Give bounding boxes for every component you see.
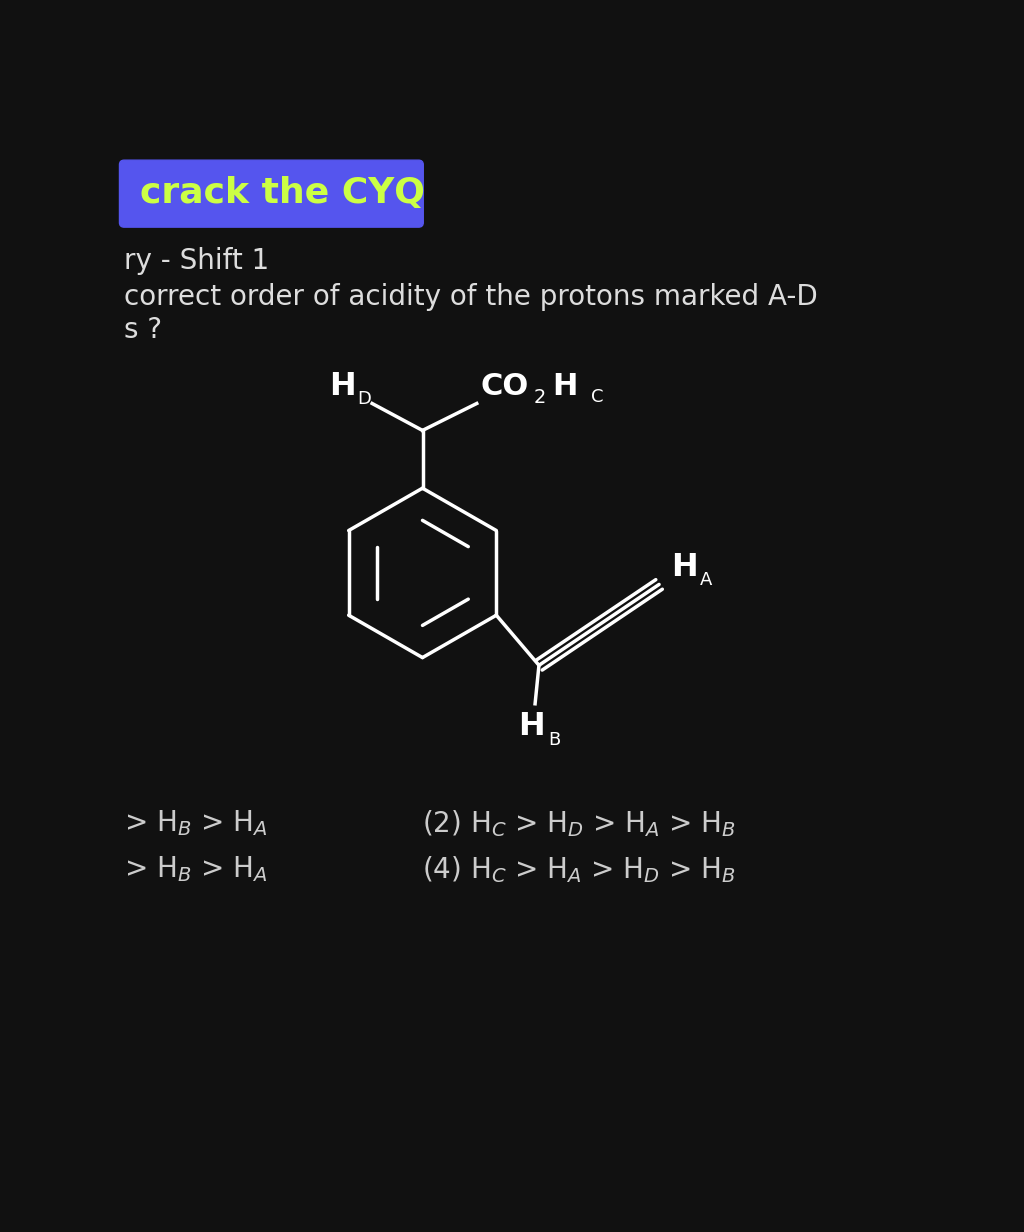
Text: ry - Shift 1: ry - Shift 1 — [124, 248, 269, 275]
Text: > H$_B$ > H$_A$: > H$_B$ > H$_A$ — [124, 855, 267, 885]
Text: CO: CO — [480, 372, 528, 402]
Text: (4) H$_C$ > H$_A$ > H$_D$ > H$_B$: (4) H$_C$ > H$_A$ > H$_D$ > H$_B$ — [423, 854, 736, 885]
Text: > H$_B$ > H$_A$: > H$_B$ > H$_A$ — [124, 808, 267, 838]
Text: D: D — [357, 389, 372, 408]
Text: A: A — [699, 570, 712, 589]
Text: s ?: s ? — [124, 317, 162, 344]
Text: (2) H$_C$ > H$_D$ > H$_A$ > H$_B$: (2) H$_C$ > H$_D$ > H$_A$ > H$_B$ — [423, 808, 736, 839]
Text: 2: 2 — [534, 388, 546, 407]
Text: H: H — [518, 711, 545, 743]
Text: H: H — [671, 552, 697, 583]
Text: H: H — [330, 371, 356, 402]
Text: correct order of acidity of the protons marked A-D: correct order of acidity of the protons … — [124, 283, 818, 312]
Text: H: H — [552, 372, 578, 402]
FancyBboxPatch shape — [120, 160, 423, 227]
Text: C: C — [591, 388, 603, 407]
Text: crack the CYQ: crack the CYQ — [139, 176, 425, 211]
Text: B: B — [548, 731, 560, 749]
